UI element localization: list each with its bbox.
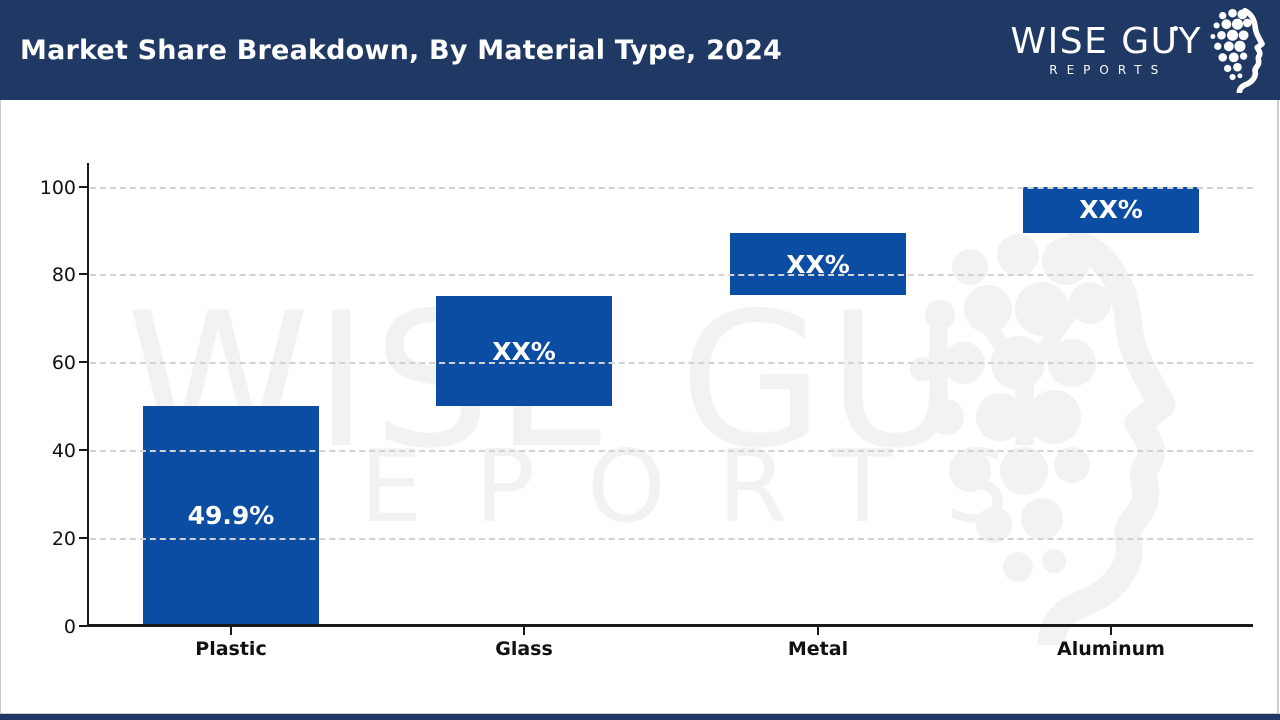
gridline-40 xyxy=(90,449,1253,452)
y-tick-label-0: 0 xyxy=(63,615,76,638)
x-tick-mark-plastic xyxy=(230,627,232,635)
waterfall-chart: 0 20 40 60 80 100 49.9% XX% XX% XX% Plastic Glass Me… xyxy=(0,100,1280,713)
wiseguy-head-icon xyxy=(1204,7,1266,93)
y-tick-mark-60 xyxy=(79,361,87,364)
y-tick-label-100: 100 xyxy=(39,176,76,199)
logo-wordmark-line2: REPORTS xyxy=(1049,63,1168,78)
gridline-100 xyxy=(90,186,1253,189)
footer-bar xyxy=(0,714,1280,720)
bar-metal: XX% xyxy=(730,233,906,296)
bar-value-label-glass: XX% xyxy=(492,336,556,366)
x-tick-label-plastic: Plastic xyxy=(195,638,267,660)
gridline-80 xyxy=(90,274,1253,277)
bar-glass: XX% xyxy=(436,295,612,407)
bar-value-label-metal: XX% xyxy=(786,249,850,279)
logo-wordmark: WISE GUY REPORTS xyxy=(1010,20,1203,78)
y-tick-mark-40 xyxy=(79,448,87,451)
y-tick-mark-20 xyxy=(79,536,87,539)
x-tick-label-metal: Metal xyxy=(787,638,849,660)
x-tick-mark-aluminum xyxy=(1110,627,1112,635)
y-tick-mark-0 xyxy=(79,624,87,627)
logo-dot xyxy=(1173,25,1178,31)
frame-border-right xyxy=(1277,100,1279,713)
frame-border-bottom xyxy=(0,713,1280,714)
page-title: Market Share Breakdown, By Material Type… xyxy=(20,34,783,66)
x-axis-spine xyxy=(87,624,1253,627)
y-tick-mark-80 xyxy=(79,273,87,276)
wiseguy-logo: WISE GUY REPORTS xyxy=(1011,7,1267,93)
header-bar: Market Share Breakdown, By Material Type… xyxy=(0,0,1280,100)
bar-aluminum: XX% xyxy=(1023,186,1199,234)
gridline-60 xyxy=(90,362,1253,365)
y-tick-label-60: 60 xyxy=(51,352,76,375)
bar-value-label-plastic: 49.9% xyxy=(187,501,275,531)
x-tick-label-glass: Glass xyxy=(495,638,553,660)
y-axis-spine xyxy=(87,163,89,627)
frame-border-left xyxy=(0,100,1,713)
logo-wordmark-line1: WISE GUY xyxy=(1010,20,1202,62)
y-tick-label-40: 40 xyxy=(51,439,76,462)
y-tick-label-80: 80 xyxy=(51,264,76,287)
x-tick-mark-metal xyxy=(817,627,819,635)
gridline-20 xyxy=(90,537,1253,540)
y-tick-label-20: 20 xyxy=(51,527,76,550)
x-tick-mark-glass xyxy=(523,627,525,635)
bar-value-label-aluminum: XX% xyxy=(1079,195,1143,225)
x-tick-label-aluminum: Aluminum xyxy=(1057,638,1165,660)
y-tick-mark-100 xyxy=(79,185,87,188)
bar-plastic: 49.9% xyxy=(143,406,319,626)
